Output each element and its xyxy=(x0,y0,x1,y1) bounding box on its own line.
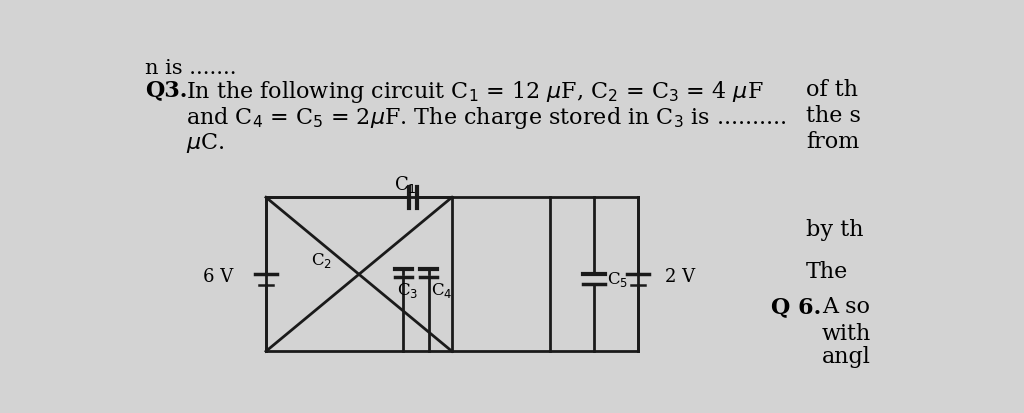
Text: Q3.: Q3. xyxy=(145,79,187,101)
Text: the s: the s xyxy=(806,105,861,127)
Text: from: from xyxy=(806,131,859,153)
Text: A so: A so xyxy=(821,295,869,317)
Text: with: with xyxy=(821,322,870,344)
Text: C$_2$: C$_2$ xyxy=(311,250,332,269)
Text: C$_1$: C$_1$ xyxy=(394,173,417,194)
Text: C$_3$: C$_3$ xyxy=(397,281,419,300)
Text: Q 6.: Q 6. xyxy=(771,295,821,317)
Text: C$_4$: C$_4$ xyxy=(431,281,453,300)
Text: 6 V: 6 V xyxy=(203,267,233,285)
Text: In the following circuit C$_1$ = 12 $\mu$F, C$_2$ = C$_3$ = 4 $\mu$F: In the following circuit C$_1$ = 12 $\mu… xyxy=(186,79,764,104)
Text: angl: angl xyxy=(821,345,870,367)
Text: by th: by th xyxy=(806,218,863,240)
Text: n is .......: n is ....... xyxy=(145,59,237,78)
Text: The: The xyxy=(806,261,848,283)
Text: C$_5$: C$_5$ xyxy=(607,269,629,288)
Text: of th: of th xyxy=(806,79,858,101)
Text: $\mu$C.: $\mu$C. xyxy=(186,131,224,155)
Text: 2 V: 2 V xyxy=(665,267,695,285)
Text: and C$_4$ = C$_5$ = 2$\mu$F. The charge stored in C$_3$ is ..........: and C$_4$ = C$_5$ = 2$\mu$F. The charge … xyxy=(186,105,787,131)
